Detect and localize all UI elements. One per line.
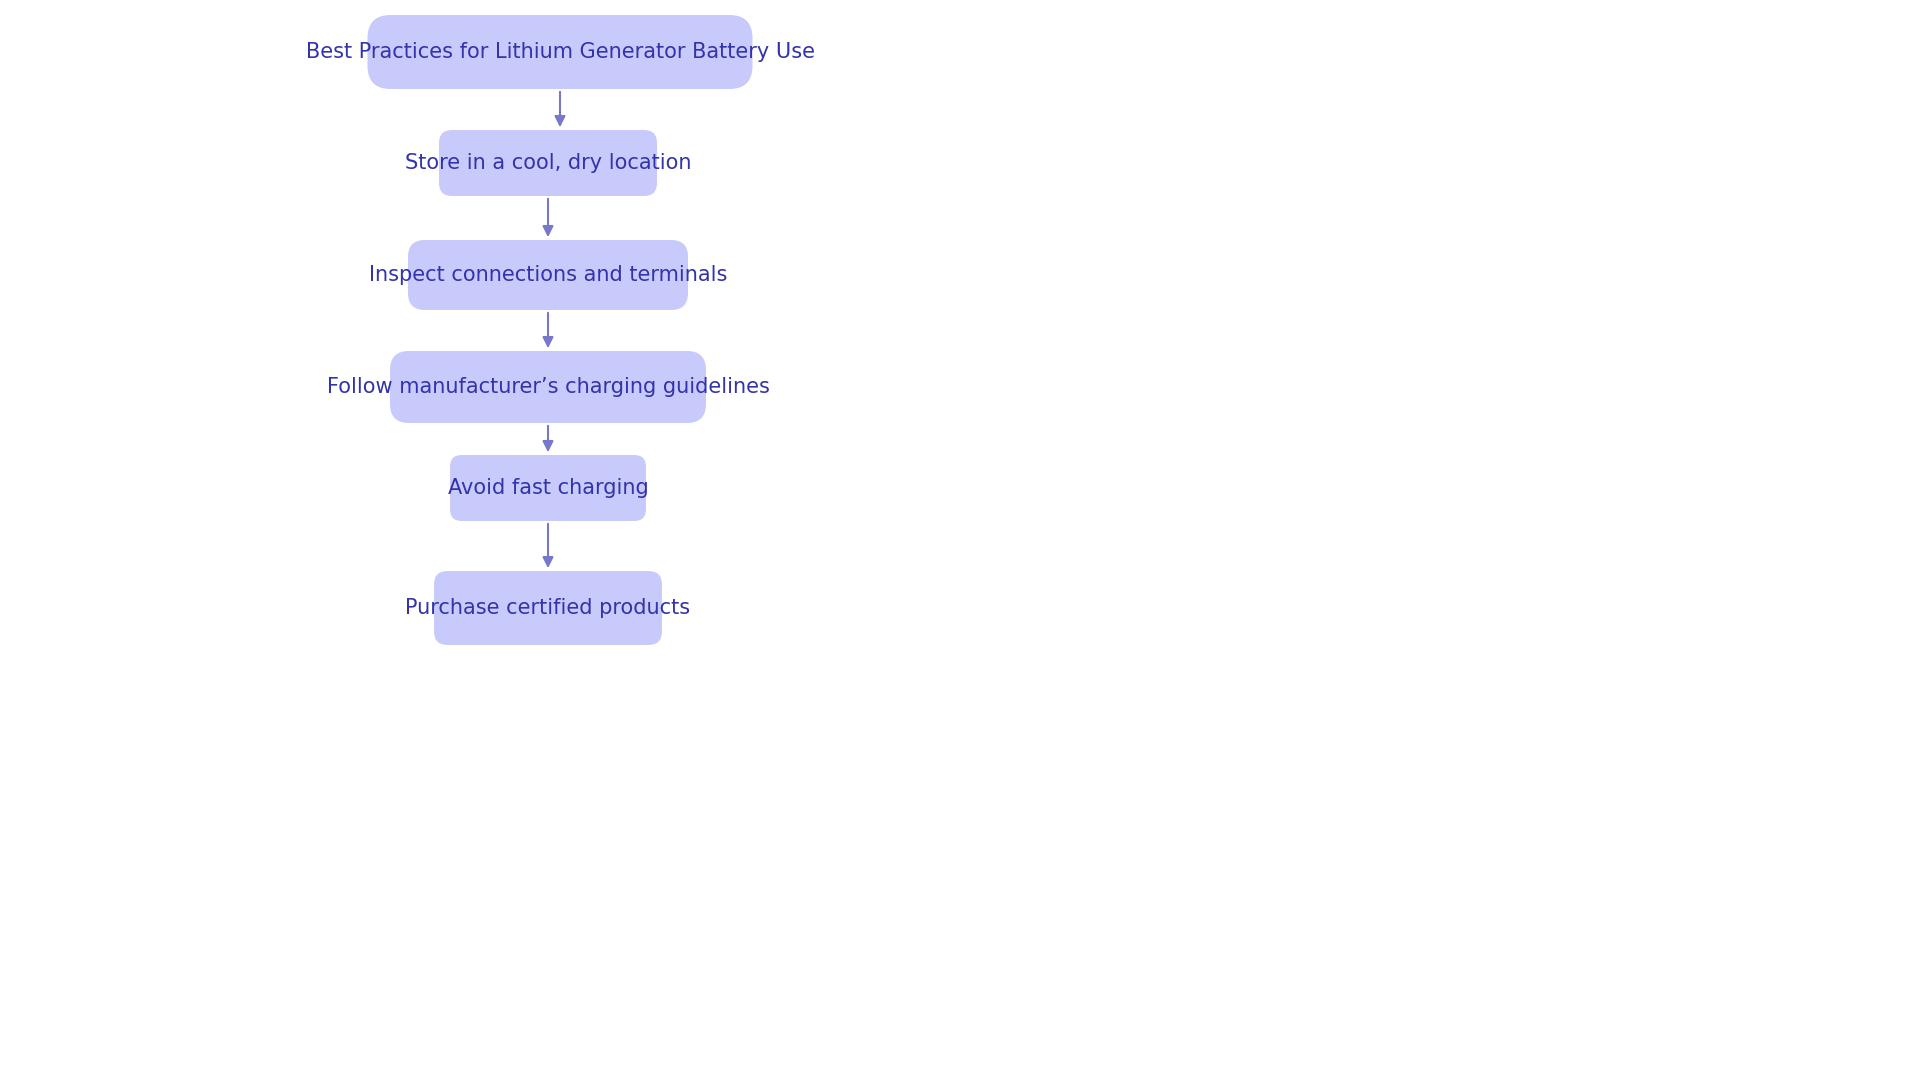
- FancyBboxPatch shape: [407, 240, 687, 310]
- Text: Store in a cool, dry location: Store in a cool, dry location: [405, 153, 691, 173]
- FancyBboxPatch shape: [449, 455, 645, 521]
- Text: Inspect connections and terminals: Inspect connections and terminals: [369, 265, 728, 285]
- FancyBboxPatch shape: [390, 351, 707, 423]
- Text: Purchase certified products: Purchase certified products: [405, 598, 691, 618]
- FancyBboxPatch shape: [434, 571, 662, 645]
- FancyBboxPatch shape: [367, 15, 753, 89]
- FancyBboxPatch shape: [440, 130, 657, 196]
- Text: Best Practices for Lithium Generator Battery Use: Best Practices for Lithium Generator Bat…: [305, 42, 814, 62]
- Text: Follow manufacturer’s charging guidelines: Follow manufacturer’s charging guideline…: [326, 377, 770, 397]
- Text: Avoid fast charging: Avoid fast charging: [447, 478, 649, 498]
